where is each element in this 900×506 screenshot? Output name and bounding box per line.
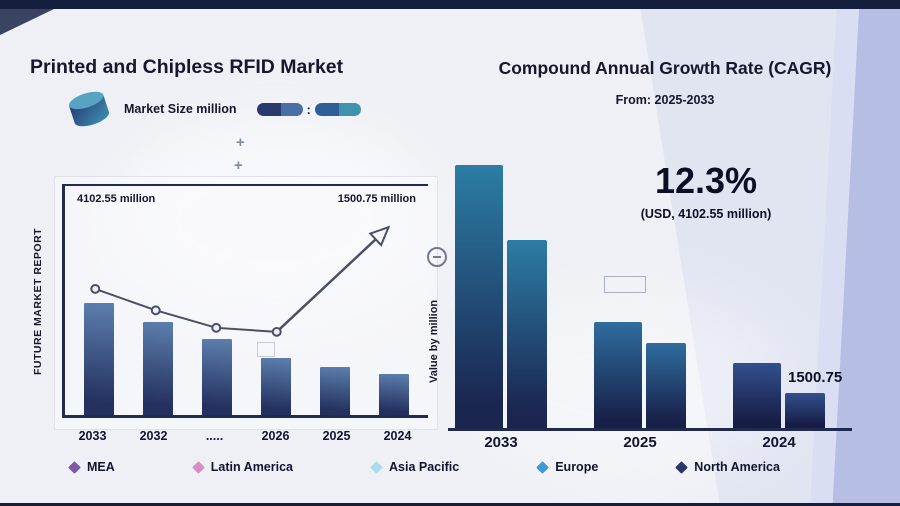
right-axis-tick: 2024 <box>762 434 796 451</box>
legend-diamond-icon <box>675 460 689 474</box>
left-chart-min-annotation: 1500.75 million <box>337 193 416 205</box>
ratio-separator: : <box>306 101 311 117</box>
right-chart-bar <box>455 165 503 428</box>
left-axis-tick: 2024 <box>383 429 412 443</box>
plus-icon: + <box>234 157 243 174</box>
left-axis-tick: 2032 <box>139 429 168 443</box>
right-bar-groups <box>455 165 825 428</box>
right-bar-group <box>594 322 686 428</box>
right-chart-bar <box>646 343 686 428</box>
left-chart-max-annotation: 4102.55 million <box>77 193 156 205</box>
legend-label: North America <box>694 460 780 474</box>
cagr-usd-note: (USD, 4102.55 million) <box>640 207 772 221</box>
right-chart-subtitle: From: 2025-2033 <box>615 93 715 107</box>
left-x-axis-ticks: 2033 2032..... 2026 2025 2024 <box>62 429 428 443</box>
legend-label: MEA <box>87 460 115 474</box>
legend-diamond-icon <box>68 460 81 474</box>
right-axis-tick: 2025 <box>623 434 657 451</box>
right-chart-title: Compound Annual Growth Rate (CAGR) <box>498 58 832 78</box>
right-chart-bar <box>733 363 781 428</box>
legend-item-europe: Europe <box>536 460 599 474</box>
cagr-percentage: 12.3% <box>654 160 758 201</box>
left-chart-bar <box>379 374 410 415</box>
legend-label: Latin America <box>210 460 293 474</box>
legend-item-north-america: North America <box>675 460 780 474</box>
right-chart-baseline <box>448 428 852 431</box>
ratio-pill-left <box>256 102 303 116</box>
left-axis-tick: 2025 <box>322 429 351 443</box>
value-axis-label: Value by million <box>428 299 440 383</box>
left-chart-bar <box>261 358 292 415</box>
right-x-axis-ticks: 2033 2025 2024 <box>455 434 825 451</box>
left-chart-bar <box>320 367 351 415</box>
circle-minus-decoration <box>427 247 447 267</box>
legend-label: Asia Pacific <box>389 460 460 474</box>
market-size-label: Market Size million <box>124 102 237 116</box>
legend-diamond-icon <box>191 460 205 474</box>
left-chart-bar <box>83 303 114 415</box>
future-market-report-watermark: FUTURE MARKET REPORT <box>32 227 44 375</box>
region-legend: MEA Latin America Asia Pacific Europe North … <box>68 460 780 474</box>
top-border-strip <box>0 0 900 9</box>
bottom-border-strip <box>0 503 900 506</box>
left-chart-title: Printed and Chipless RFID Market <box>30 56 344 78</box>
legend-label: Europe <box>555 460 599 474</box>
right-chart-bar <box>594 322 642 428</box>
database-cylinder-icon <box>68 91 109 127</box>
plus-icon: + <box>236 134 245 151</box>
left-axis-tick: 2033 <box>78 429 107 443</box>
left-chart-plot: 4102.55 million 1500.75 million <box>62 184 428 418</box>
left-chart-bar <box>201 339 232 415</box>
market-size-row: Market Size million : <box>62 88 361 130</box>
square-outline-decoration <box>257 342 275 357</box>
legend-diamond-icon <box>370 460 383 474</box>
right-chart-value-callout: 1500.75 <box>788 369 843 386</box>
legend-item-latin-america: Latin America <box>191 460 293 474</box>
right-bar-group <box>733 363 825 428</box>
right-chart-bar <box>507 240 547 428</box>
left-chart-bar <box>142 322 173 415</box>
right-chart-bar <box>785 393 825 428</box>
left-axis-tick: 2026 <box>261 429 290 443</box>
right-axis-tick: 2033 <box>484 434 518 451</box>
legend-diamond-icon <box>536 460 550 474</box>
left-bar-series <box>65 303 428 415</box>
legend-item-mea: MEA <box>68 460 115 474</box>
left-axis-tick: ..... <box>205 429 224 443</box>
rectangle-outline-decoration <box>604 276 646 293</box>
ratio-pill-right <box>314 102 361 116</box>
right-bar-group <box>455 165 547 428</box>
legend-item-asia-pacific: Asia Pacific <box>370 460 460 474</box>
